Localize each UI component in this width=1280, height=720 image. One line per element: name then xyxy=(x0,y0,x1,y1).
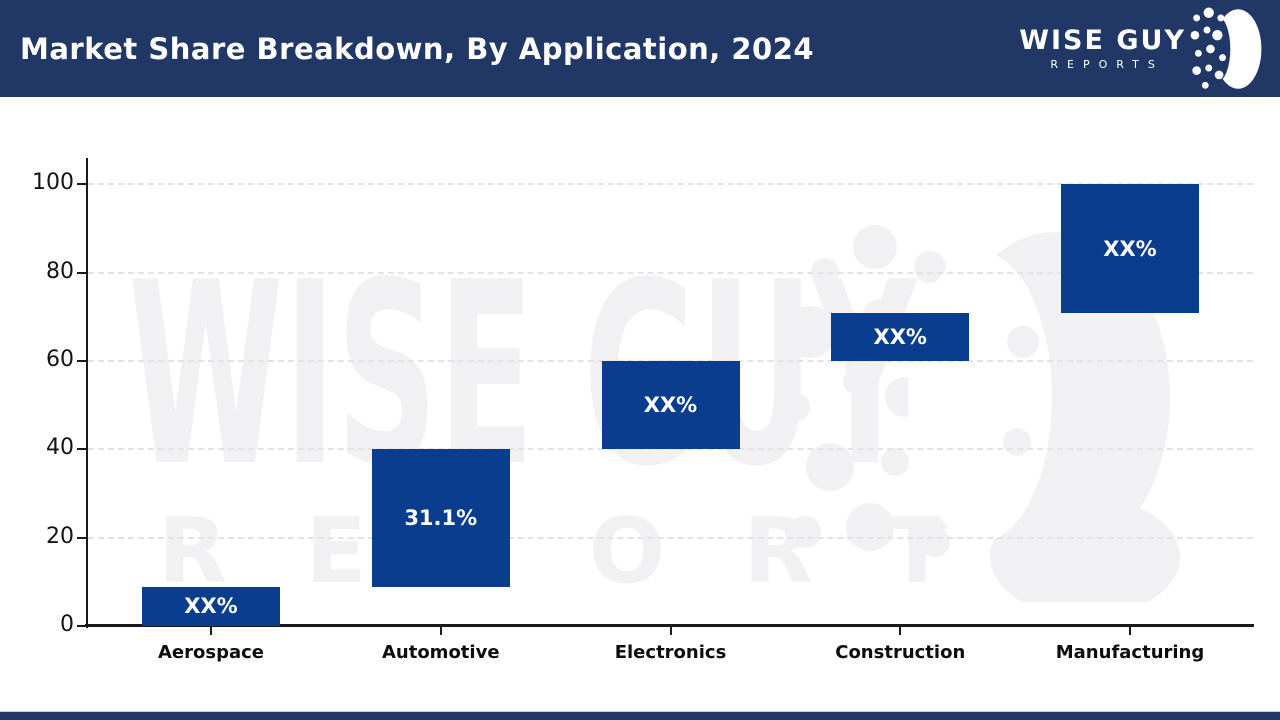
y-axis-line xyxy=(86,158,88,628)
brand-logo: WISE GUY REPORTS xyxy=(1019,5,1264,93)
y-axis-tick xyxy=(77,536,86,539)
gridline xyxy=(88,536,1253,539)
watermark-text: WISE GUY xyxy=(128,229,916,522)
bar-value-label: XX% xyxy=(184,594,238,619)
bar-value-label: XX% xyxy=(1103,236,1157,261)
bar-construction: XX% xyxy=(831,313,970,362)
x-axis-label: Automotive xyxy=(381,642,500,663)
x-axis-label: Manufacturing xyxy=(1055,642,1205,663)
y-axis-tick-label: 40 xyxy=(46,435,74,461)
page-title: Market Share Breakdown, By Application, … xyxy=(20,31,815,66)
x-axis-label: Electronics xyxy=(614,642,727,663)
y-axis-tick-label: 80 xyxy=(46,258,74,284)
gridline xyxy=(88,448,1253,451)
x-axis-label: Aerospace xyxy=(157,642,264,663)
x-axis-tick xyxy=(439,627,442,635)
x-axis-line xyxy=(85,624,1254,627)
plot-area: 0 20 40 60 80 100 XX% Aerospace 31.1% Automotive X… xyxy=(32,158,1254,663)
y-axis-tick xyxy=(77,271,86,274)
header: Market Share Breakdown, By Application, … xyxy=(0,0,1280,97)
y-axis-tick-label: 60 xyxy=(46,347,74,373)
bar-value-label: XX% xyxy=(873,325,927,350)
x-axis-tick xyxy=(1129,627,1131,635)
brand-face-icon xyxy=(1190,7,1262,89)
brand-logo-text: WISE GUY REPORTS xyxy=(1019,25,1186,72)
bar-automotive: 31.1% xyxy=(371,449,510,587)
bar-manufacturing: XX% xyxy=(1061,184,1199,314)
watermark-face-icon xyxy=(780,225,1180,602)
bar-aerospace: XX% xyxy=(142,586,280,626)
footer-bar xyxy=(0,711,1280,720)
gridline xyxy=(88,271,1253,274)
x-axis-tick xyxy=(899,627,902,635)
y-axis-tick xyxy=(77,360,86,363)
x-axis-tick xyxy=(669,627,672,635)
y-axis-tick-label: 20 xyxy=(46,523,74,549)
y-axis-tick xyxy=(77,448,86,451)
x-axis-tick xyxy=(210,627,212,635)
x-axis-label: Construction xyxy=(835,642,966,663)
bar-value-label: XX% xyxy=(643,393,698,418)
y-axis-tick xyxy=(77,183,86,186)
y-axis-tick xyxy=(77,625,86,627)
gridline xyxy=(88,183,1253,186)
y-axis-tick-label: 0 xyxy=(60,612,74,637)
bar-electronics: XX% xyxy=(601,361,740,450)
bar-value-label: 31.1% xyxy=(404,506,478,531)
y-axis-tick-label: 100 xyxy=(32,170,74,196)
brand-name: WISE GUY xyxy=(1019,25,1186,56)
brand-subname: REPORTS xyxy=(1050,58,1164,71)
